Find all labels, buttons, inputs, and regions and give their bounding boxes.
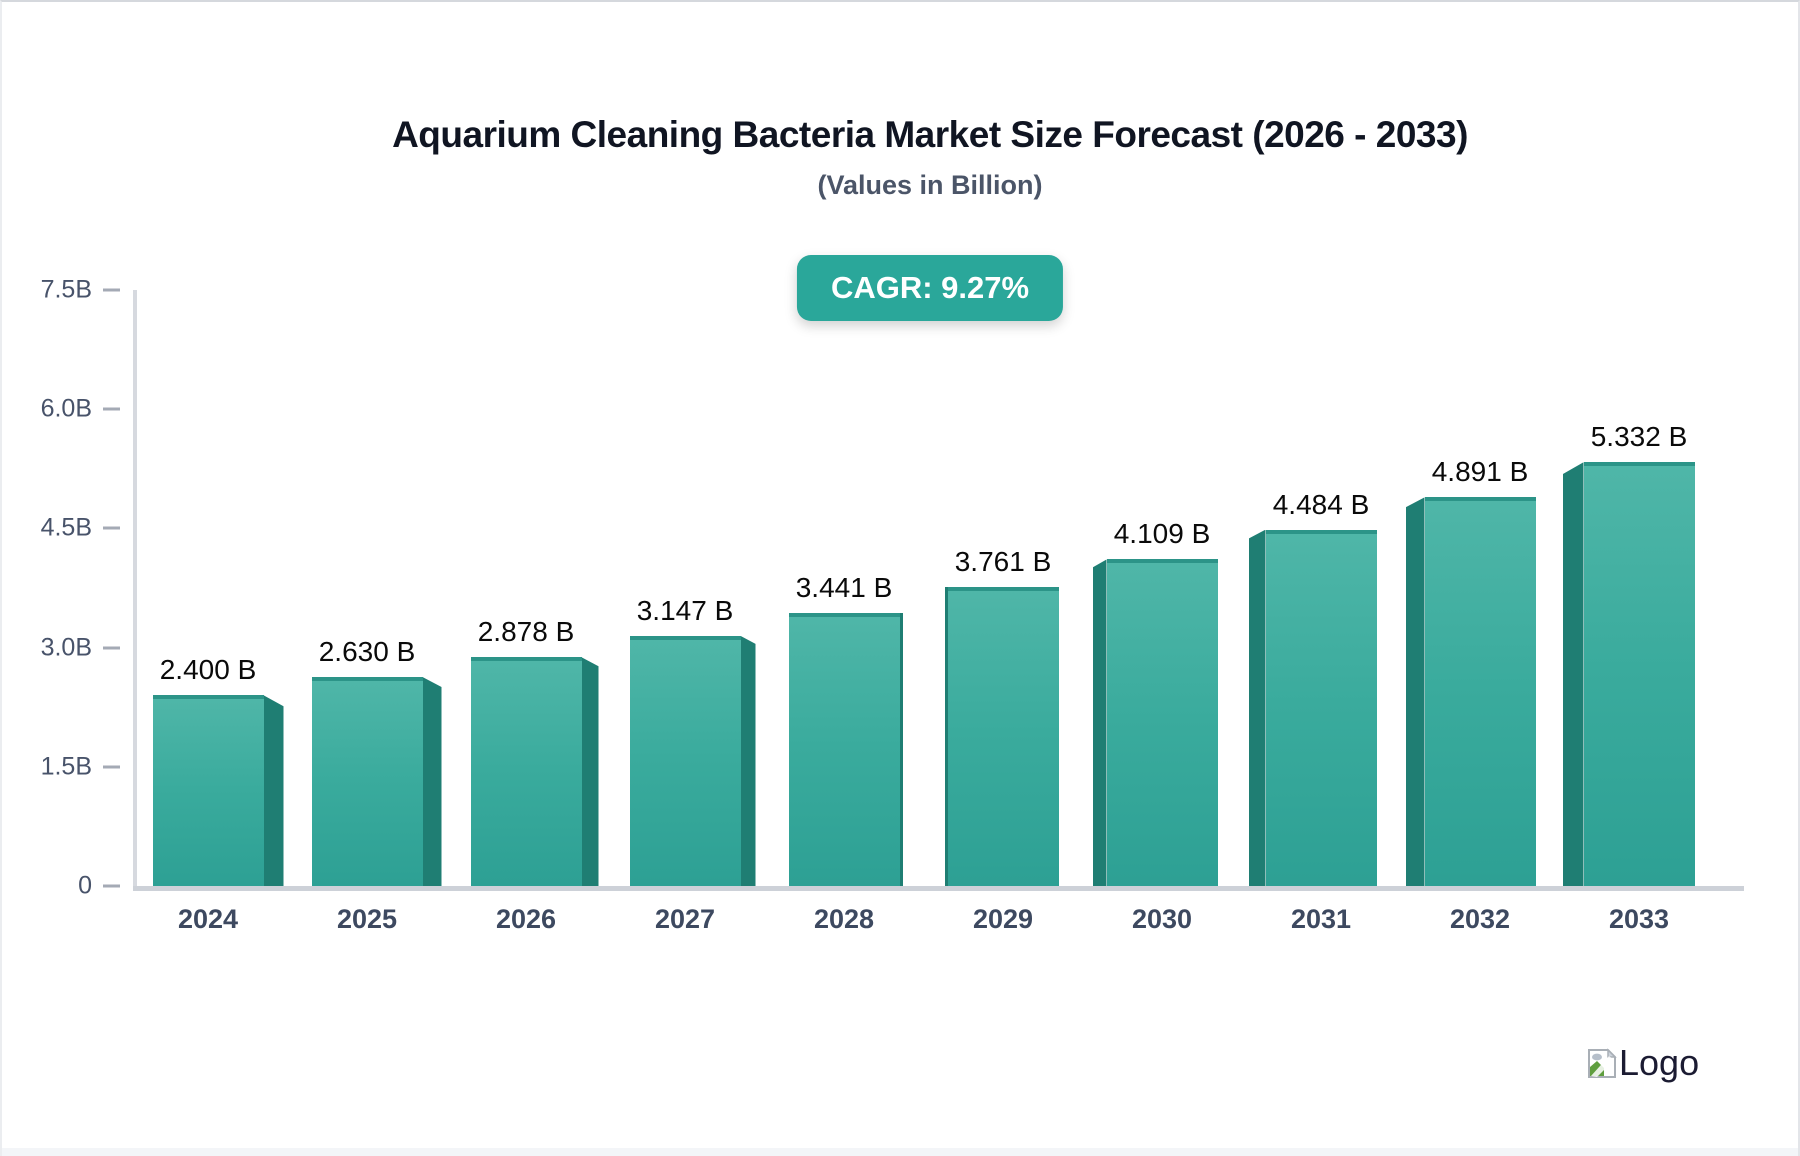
y-axis-tick-label: 4.5B <box>40 513 92 542</box>
bar-value-label: 2.630 B <box>318 636 416 667</box>
x-axis-label: 2026 <box>495 904 557 934</box>
bar-value-label: 3.147 B <box>636 594 734 626</box>
x-axis-label: 2032 <box>1449 904 1511 934</box>
bar-value-label: 2.400 B <box>159 654 257 686</box>
x-axis-label: 2024 <box>177 904 239 934</box>
y-axis-tick-mark <box>103 526 120 530</box>
x-axis-label: 2029 <box>972 904 1034 934</box>
bar-side-2029 <box>944 587 948 886</box>
broken-image-icon <box>1587 1047 1617 1079</box>
bar-side-2026 <box>581 657 599 886</box>
y-axis-line <box>133 290 137 891</box>
y-axis-tick-label: 1.5B <box>40 752 92 781</box>
bar-2026 <box>470 657 582 886</box>
bar-2031 <box>1265 529 1377 886</box>
bar-side-2031 <box>1248 529 1266 886</box>
bar-2024 <box>152 695 264 886</box>
bar-value-label: 5.332 B <box>1590 421 1688 453</box>
bar-2027 <box>629 635 741 886</box>
bar-value-label: 4.484 B <box>1272 488 1370 520</box>
y-axis-tick-label: 7.5B <box>40 275 92 304</box>
x-axis-label: 2028 <box>813 904 875 934</box>
y-axis-tick-label: 0 <box>78 871 92 900</box>
bar-side-2024 <box>263 695 284 886</box>
bottom-strip <box>2 1148 1798 1156</box>
bar-2030 <box>1106 559 1218 886</box>
x-axis-label: 2030 <box>1131 904 1193 934</box>
bar-side-2027 <box>740 635 756 886</box>
y-axis-tick-label: 3.0B <box>40 633 92 662</box>
y-axis-tick-label: 6.0B <box>40 394 92 423</box>
x-axis-label: 2033 <box>1608 904 1670 934</box>
y-axis-tick-mark <box>103 646 120 650</box>
bar-2025 <box>311 677 423 886</box>
y-axis-tick-mark <box>103 884 120 888</box>
bar-value-label: 4.109 B <box>1113 518 1211 550</box>
y-axis-tick-mark <box>103 288 120 292</box>
x-axis-label: 2031 <box>1290 904 1352 934</box>
bar-value-label: 3.761 B <box>954 546 1052 578</box>
bar-side-2033 <box>1562 462 1584 886</box>
bar-2029 <box>947 587 1059 886</box>
y-axis-tick-mark <box>103 765 120 769</box>
bar-side-2028 <box>899 612 903 886</box>
bar-value-label: 4.891 B <box>1431 456 1529 488</box>
logo-link[interactable]: Logo <box>1587 1042 1699 1084</box>
chart-subtitle: (Values in Billion) <box>817 170 1043 200</box>
bar-2033 <box>1583 462 1695 886</box>
bar-side-2032 <box>1405 497 1425 886</box>
bar-side-2025 <box>422 677 442 886</box>
bar-value-label: 2.878 B <box>477 616 575 648</box>
chart-title: Aquarium Cleaning Bacteria Market Size F… <box>392 114 1468 155</box>
cagr-badge: CAGR: 9.27% <box>796 255 1064 321</box>
bar-2028 <box>788 612 900 886</box>
logo-text: Logo <box>1619 1042 1700 1083</box>
bar-2032 <box>1424 497 1536 886</box>
x-axis-label: 2025 <box>336 904 398 934</box>
bar-value-label: 3.441 B <box>795 571 893 603</box>
x-axis-line <box>133 886 1744 891</box>
y-axis-tick-mark <box>103 407 120 411</box>
x-axis-label: 2027 <box>654 904 716 934</box>
bar-side-2030 <box>1092 559 1107 886</box>
